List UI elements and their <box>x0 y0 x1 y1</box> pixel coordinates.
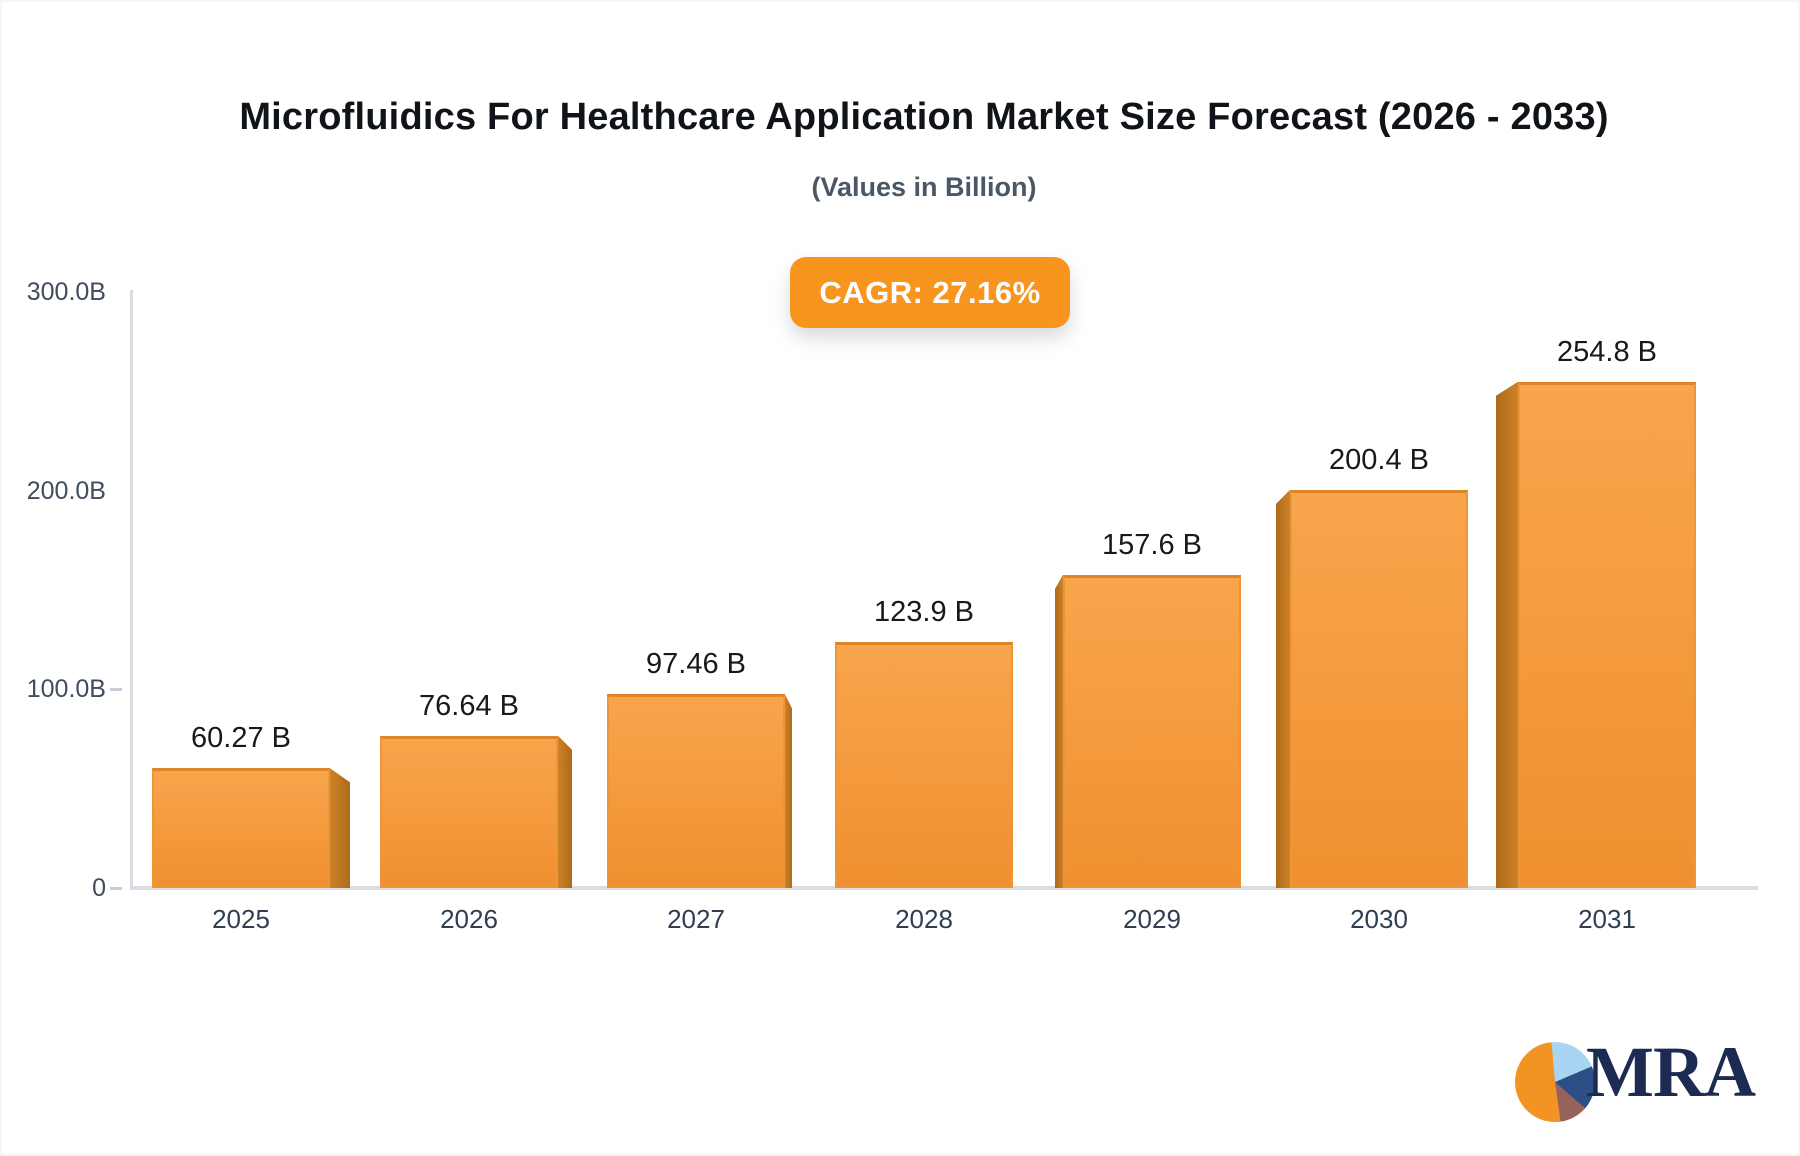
bar-side-2031 <box>1496 381 1518 888</box>
x-axis-line <box>130 886 1758 890</box>
bar-value-label-2027: 97.46 B <box>646 648 746 681</box>
bar-value-label-2029: 157.6 B <box>1102 528 1202 561</box>
chart-subtitle: (Values in Billion) <box>811 172 1037 202</box>
y-axis-line <box>130 290 133 890</box>
mra-logo-text: MRA <box>1586 1032 1756 1112</box>
bar-2029 <box>1063 574 1241 888</box>
bar-side-2027 <box>785 694 792 888</box>
bar-2026 <box>380 735 558 888</box>
mra-logo: MRA <box>1512 1032 1762 1127</box>
cagr-badge: CAGR: 27.16% <box>790 257 1070 328</box>
bar-2028 <box>835 641 1013 888</box>
chart-title: Microfluidics For Healthcare Application… <box>239 96 1609 138</box>
y-tick-label: 0 <box>92 874 106 902</box>
y-tick-label: 100.0B <box>26 675 106 704</box>
cagr-badge-label: CAGR: 27.16% <box>819 274 1041 310</box>
y-tick-dash <box>110 688 122 692</box>
y-tick-dash <box>110 887 122 890</box>
bar-2030 <box>1290 489 1468 888</box>
bar-side-2026 <box>558 735 572 888</box>
bar-value-label-2026: 76.64 B <box>419 689 519 722</box>
x-category-label-2025: 2025 <box>212 904 270 934</box>
bar-value-label-2030: 200.4 B <box>1329 443 1429 476</box>
x-category-label-2029: 2029 <box>1123 904 1181 934</box>
bar-2031 <box>1518 381 1696 888</box>
bar-value-label-2025: 60.27 B <box>191 722 291 755</box>
x-category-label-2027: 2027 <box>667 904 725 934</box>
x-category-label-2026: 2026 <box>440 904 498 934</box>
x-category-label-2028: 2028 <box>895 904 953 934</box>
x-category-label-2031: 2031 <box>1578 904 1636 934</box>
y-tick-label: 200.0B <box>26 476 106 505</box>
bar-2025 <box>152 768 330 888</box>
bar-side-2025 <box>330 768 350 888</box>
y-tick-label: 300.0B <box>26 278 106 306</box>
mra-logo-pie-icon <box>1515 1042 1595 1122</box>
x-category-label-2030: 2030 <box>1350 904 1408 934</box>
bar-side-2030 <box>1276 489 1290 888</box>
bar-value-label-2028: 123.9 B <box>874 595 974 628</box>
bar-value-label-2031: 254.8 B <box>1557 335 1657 368</box>
bar-2027 <box>607 694 785 888</box>
bar-side-2029 <box>1055 574 1063 888</box>
